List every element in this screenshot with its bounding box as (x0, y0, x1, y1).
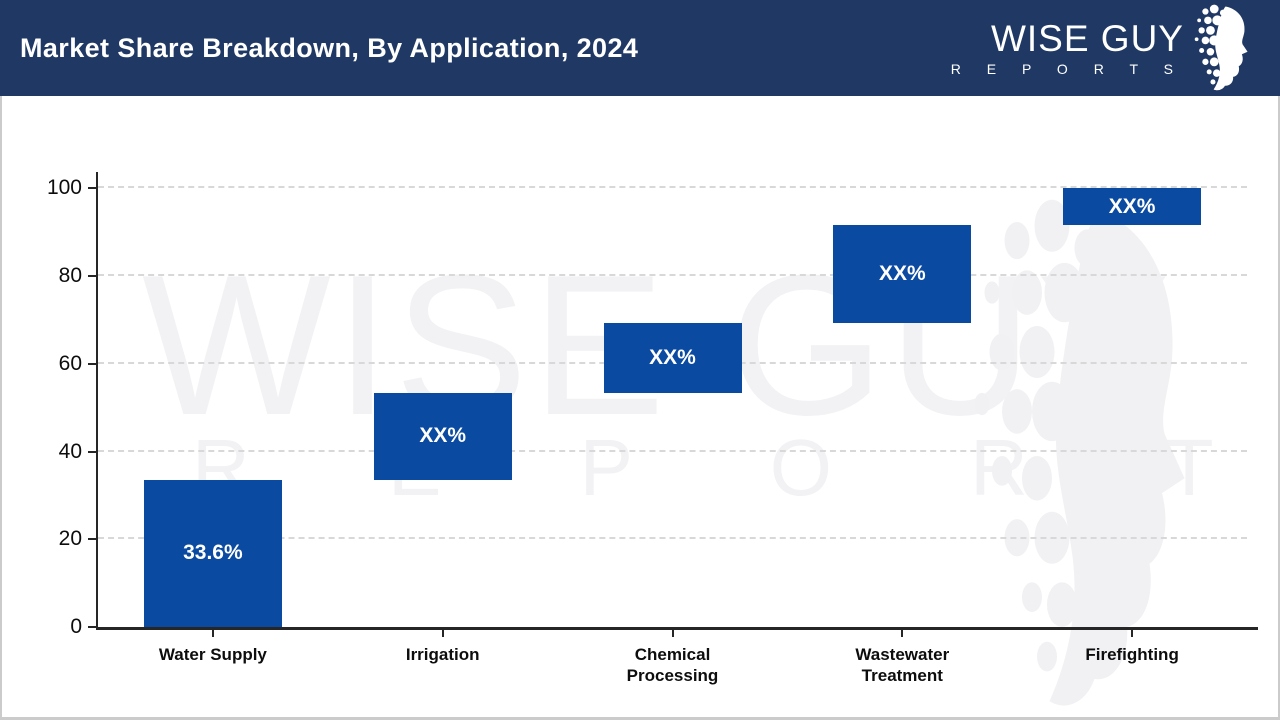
x-tick-label: Water Supply (158, 645, 267, 664)
bar-value-label: XX% (1108, 194, 1156, 218)
watermark: WISE GUY R E P O R T S (2, 96, 1278, 717)
y-tick-label: 40 (58, 439, 82, 463)
y-tick-mark (88, 626, 96, 628)
y-tick-mark (88, 362, 96, 365)
dotted-head-icon (1194, 4, 1248, 91)
gridline (98, 537, 1247, 540)
x-tick-mark (901, 630, 904, 637)
gridline (98, 449, 1247, 452)
y-axis-line (96, 172, 98, 627)
bar: XX% (373, 392, 512, 480)
x-tick-label: Chemical Processing (626, 645, 719, 685)
bar-value-label: 33.6% (183, 541, 243, 565)
y-tick-mark (88, 450, 96, 453)
y-tick-label: 80 (58, 264, 82, 288)
logo-subtitle: R E P O R T S (950, 61, 1184, 77)
bar-value-label: XX% (649, 345, 696, 369)
header-bar: Market Share Breakdown, By Application, … (0, 0, 1280, 96)
x-tick-label: Wastewater Treatment (855, 645, 950, 685)
gridline (98, 274, 1247, 277)
y-tick-mark (88, 187, 96, 190)
x-tick-mark (1131, 630, 1134, 637)
logo-wordmark: WISE GUY (990, 18, 1184, 59)
x-axis-line (96, 627, 1258, 630)
y-tick-mark (88, 538, 96, 541)
page-title: Market Share Breakdown, By Application, … (20, 32, 639, 63)
y-tick-mark (88, 275, 96, 278)
chart-canvas: WISE GUY R E P O R T S 0 20 40 60 80 100 33.6%… (0, 96, 1280, 720)
x-tick-mark (211, 630, 214, 637)
y-tick-label: 100 (46, 176, 82, 200)
bar-value-label: XX% (878, 261, 926, 285)
watermark-dotted-head-icon (974, 199, 1185, 706)
bar: XX% (603, 323, 742, 393)
plot-area: 0 20 40 60 80 100 33.6% Water Supply XX% Irrigati… (47, 172, 1258, 685)
x-tick-mark (441, 630, 444, 637)
x-tick-label: Firefighting (1085, 645, 1179, 664)
y-tick-label: 0 (70, 615, 82, 638)
y-tick-label: 60 (58, 351, 82, 375)
gridline (98, 186, 1247, 189)
bar-value-label: XX% (419, 424, 467, 448)
x-tick-label: Irrigation (405, 645, 480, 664)
bar: XX% (833, 224, 972, 324)
bar: 33.6% (143, 479, 282, 627)
logo-text: WISE GUY R E P O R T S (947, 20, 1184, 76)
x-tick-mark (671, 630, 674, 637)
wise-guy-reports-logo: WISE GUY R E P O R T S (947, 4, 1280, 92)
y-tick-label: 20 (58, 527, 82, 551)
bar: XX% (1063, 188, 1202, 225)
